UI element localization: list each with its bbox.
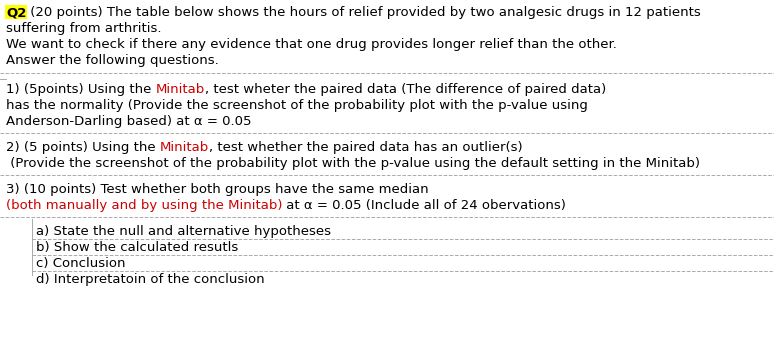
Text: Q2: Q2 — [6, 6, 26, 19]
Text: We want to check if there any evidence that one drug provides longer relief than: We want to check if there any evidence t… — [6, 38, 617, 51]
Text: (both manually and by using the Minitab): (both manually and by using the Minitab) — [6, 199, 283, 212]
Text: , test whether the paired data has an outlier(s): , test whether the paired data has an ou… — [209, 141, 522, 154]
Text: d) Interpretatoin of the conclusion: d) Interpretatoin of the conclusion — [36, 273, 265, 286]
Text: has the normality (Provide the screenshot of the probability plot with the p-val: has the normality (Provide the screensho… — [6, 99, 588, 112]
Text: Minitab: Minitab — [160, 141, 209, 154]
Text: suffering from arthritis.: suffering from arthritis. — [6, 22, 162, 35]
Text: Minitab: Minitab — [156, 83, 205, 96]
Text: a) State the null and alternative hypotheses: a) State the null and alternative hypoth… — [36, 225, 331, 238]
Text: Answer the following questions.: Answer the following questions. — [6, 54, 219, 67]
Text: (Provide the screenshot of the probability plot with the p-value using the defau: (Provide the screenshot of the probabili… — [6, 157, 700, 170]
Text: at α = 0.05 (Include all of 24 obervations): at α = 0.05 (Include all of 24 obervatio… — [283, 199, 567, 212]
Text: c) Conclusion: c) Conclusion — [36, 257, 125, 270]
Text: Anderson-Darling based) at α = 0.05: Anderson-Darling based) at α = 0.05 — [6, 115, 252, 128]
Text: 2) (5 points) Using the: 2) (5 points) Using the — [6, 141, 160, 154]
Text: 3) (10 points) Test whether both groups have the same median: 3) (10 points) Test whether both groups … — [6, 183, 429, 196]
Text: 1) (5points) Using the: 1) (5points) Using the — [6, 83, 156, 96]
Text: b) Show the calculated resutls: b) Show the calculated resutls — [36, 241, 238, 254]
Text: (20 points) The table below shows the hours of relief provided by two analgesic : (20 points) The table below shows the ho… — [26, 6, 701, 19]
Text: , test wheter the paired data (The difference of paired data): , test wheter the paired data (The diffe… — [205, 83, 606, 96]
FancyBboxPatch shape — [5, 5, 27, 19]
